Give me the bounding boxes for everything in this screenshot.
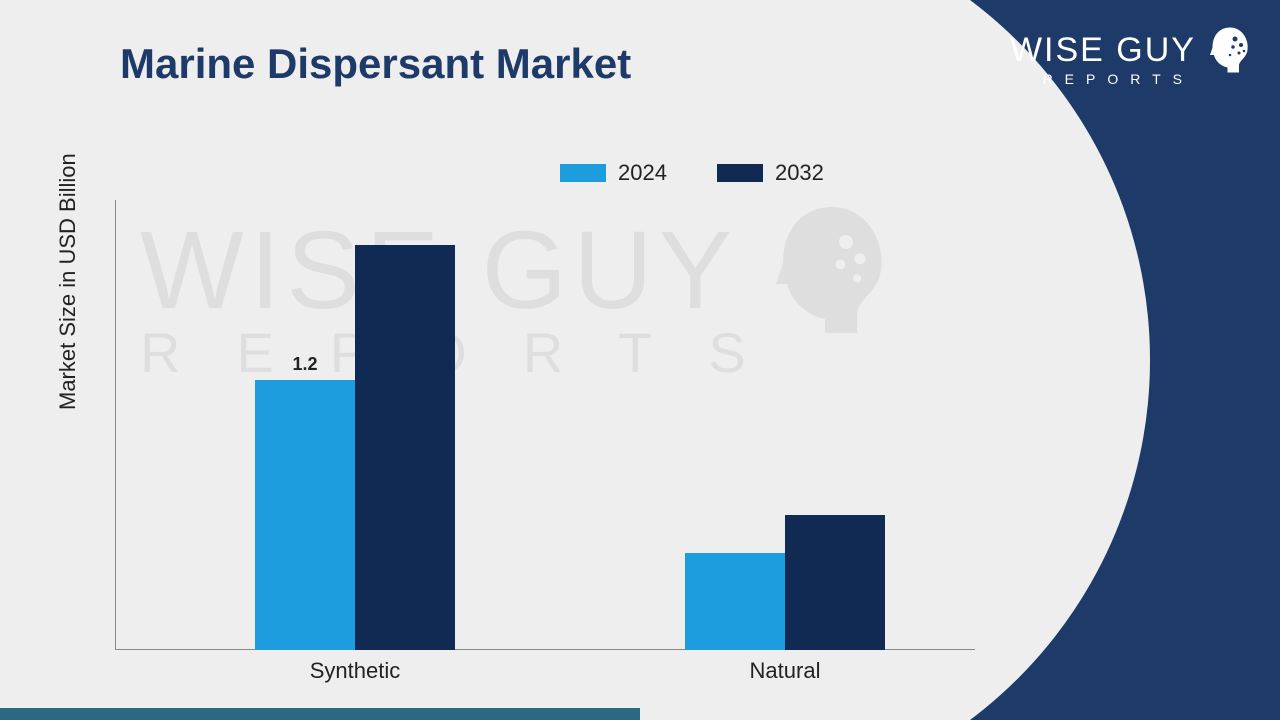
category-label: Natural (750, 658, 821, 684)
legend-item-2024: 2024 (560, 160, 667, 186)
legend-label-2024: 2024 (618, 160, 667, 186)
bottom-accent-bar (0, 708, 640, 720)
chart-title: Marine Dispersant Market (120, 40, 631, 88)
chart-canvas: WISE GUY REPORTS WISE GUY (0, 0, 1280, 720)
head-icon (1200, 25, 1250, 75)
plot-area: 1.2Synthetic Natural (115, 200, 975, 650)
legend: 2024 2032 (560, 160, 824, 186)
y-axis-line (115, 200, 116, 650)
bar-value-label: 1.2 (292, 354, 317, 375)
bar (355, 245, 455, 650)
legend-swatch-2024 (560, 164, 606, 182)
bar-group: Natural (685, 515, 885, 650)
bar (685, 553, 785, 650)
legend-swatch-2032 (717, 164, 763, 182)
category-label: Synthetic (310, 658, 401, 684)
bar: 1.2 (255, 380, 355, 650)
bar-group: 1.2Synthetic (255, 245, 455, 650)
brand-name: WISE GUY (1010, 31, 1196, 70)
y-axis-label: Market Size in USD Billion (55, 153, 81, 410)
legend-item-2032: 2032 (717, 160, 824, 186)
side-panel (960, 0, 1280, 720)
brand-logo: WISE GUY REPORTS (990, 25, 1250, 87)
bar (785, 515, 885, 650)
legend-label-2032: 2032 (775, 160, 824, 186)
